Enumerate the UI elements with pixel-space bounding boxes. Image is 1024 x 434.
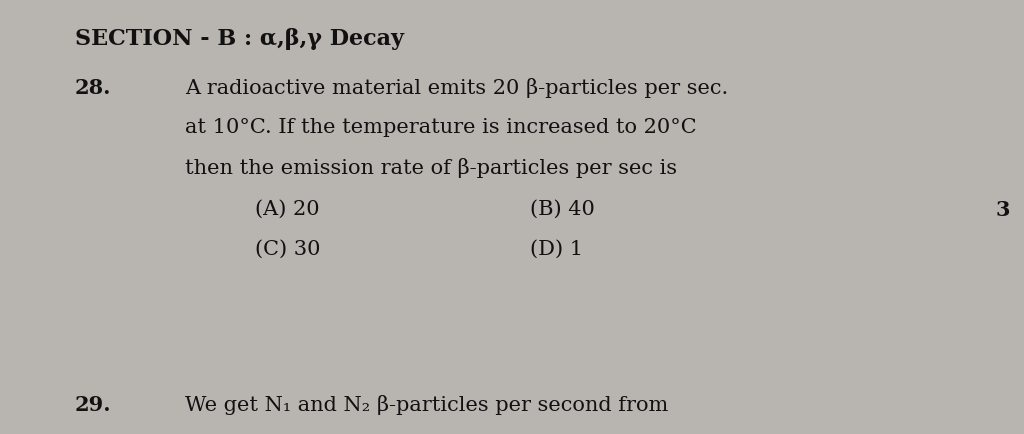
Text: SECTION - B : α,β,γ Decay: SECTION - B : α,β,γ Decay — [75, 28, 404, 50]
Text: 3: 3 — [995, 200, 1010, 220]
Text: (A) 20: (A) 20 — [255, 200, 319, 218]
Text: 28.: 28. — [75, 78, 112, 98]
Text: at 10°C. If the temperature is increased to 20°C: at 10°C. If the temperature is increased… — [185, 118, 696, 137]
Text: We get N₁ and N₂ β-particles per second from: We get N₁ and N₂ β-particles per second … — [185, 394, 669, 414]
Text: (D) 1: (D) 1 — [530, 240, 583, 258]
Text: A radioactive material emits 20 β-particles per sec.: A radioactive material emits 20 β-partic… — [185, 78, 728, 98]
Text: (B) 40: (B) 40 — [530, 200, 595, 218]
Text: (C) 30: (C) 30 — [255, 240, 321, 258]
Text: 29.: 29. — [75, 394, 112, 414]
Text: then the emission rate of β-particles per sec is: then the emission rate of β-particles pe… — [185, 158, 677, 178]
